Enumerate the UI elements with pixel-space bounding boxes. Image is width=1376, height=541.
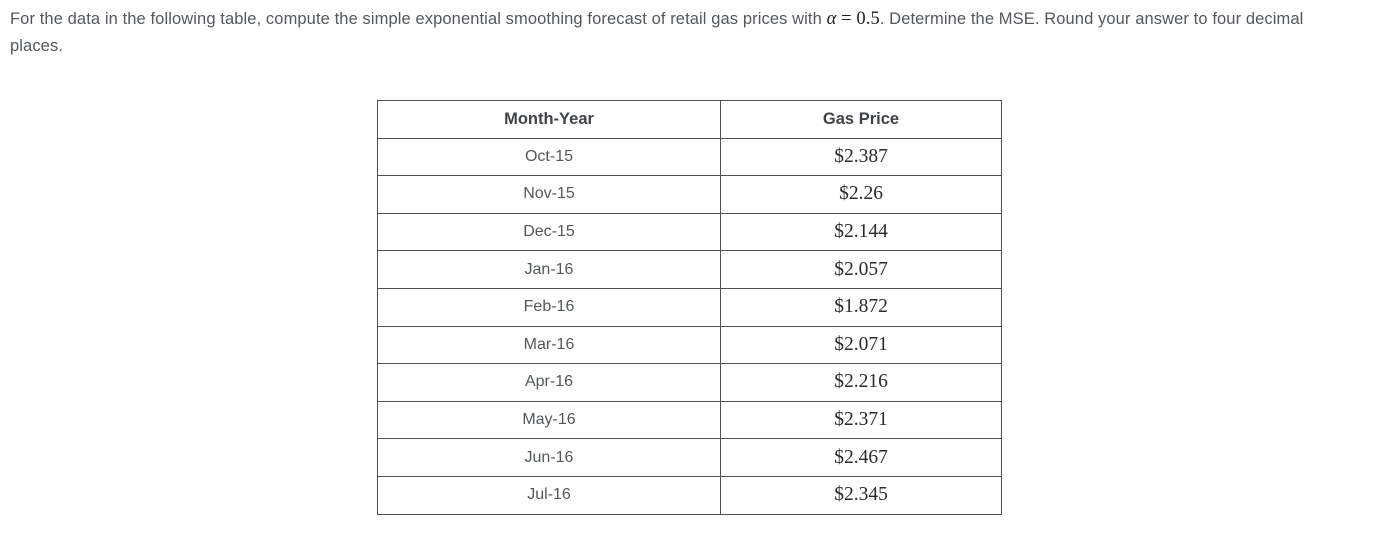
question-text: For the data in the following table, com…: [10, 6, 1355, 60]
month-cell: Oct-15: [377, 137, 721, 177]
question-text-before-math: For the data in the following table, com…: [10, 10, 827, 28]
price-cell: $2.144: [720, 212, 1002, 252]
month-cell: Apr-16: [377, 363, 721, 402]
column-header-month-year: Month-Year: [377, 100, 721, 139]
table-header-row: Month-Year Gas Price: [377, 100, 1002, 139]
price-cell: $2.26: [720, 175, 1002, 214]
price-cell: $2.371: [720, 400, 1002, 440]
price-cell: $2.345: [720, 475, 1002, 515]
table-row: Jul-16 $2.345: [377, 475, 1002, 515]
table-row: Mar-16 $2.071: [377, 325, 1002, 365]
month-cell: Jul-16: [377, 475, 721, 515]
price-cell: $2.216: [720, 363, 1002, 402]
table-row: Jan-16 $2.057: [377, 250, 1002, 289]
column-header-gas-price: Gas Price: [720, 100, 1002, 139]
math-expression: α = 0.5: [827, 9, 880, 29]
table-row: Oct-15 $2.387: [377, 137, 1002, 177]
month-cell: Jan-16: [377, 250, 721, 289]
data-table-container: Month-Year Gas Price Oct-15 $2.387 Nov-1…: [377, 100, 1002, 515]
price-cell: $2.387: [720, 137, 1002, 177]
table-row: May-16 $2.371: [377, 400, 1002, 440]
price-cell: $2.057: [720, 250, 1002, 289]
table-row: Nov-15 $2.26: [377, 175, 1002, 214]
month-cell: Feb-16: [377, 287, 721, 327]
month-cell: Nov-15: [377, 175, 721, 214]
price-cell: $1.872: [720, 287, 1002, 327]
question-text-after-math: . Determine the MSE. Round your answer t…: [10, 10, 1304, 55]
month-cell: Jun-16: [377, 438, 721, 477]
gas-price-table: Month-Year Gas Price Oct-15 $2.387 Nov-1…: [377, 100, 1002, 515]
month-cell: May-16: [377, 400, 721, 440]
price-cell: $2.071: [720, 325, 1002, 365]
table-row: Dec-15 $2.144: [377, 212, 1002, 252]
table-row: Apr-16 $2.216: [377, 363, 1002, 402]
month-cell: Dec-15: [377, 212, 721, 252]
alpha-value: = 0.5: [836, 9, 880, 29]
table-row: Jun-16 $2.467: [377, 438, 1002, 477]
price-cell: $2.467: [720, 438, 1002, 477]
table-row: Feb-16 $1.872: [377, 287, 1002, 327]
month-cell: Mar-16: [377, 325, 721, 365]
alpha-symbol: α: [826, 9, 837, 29]
